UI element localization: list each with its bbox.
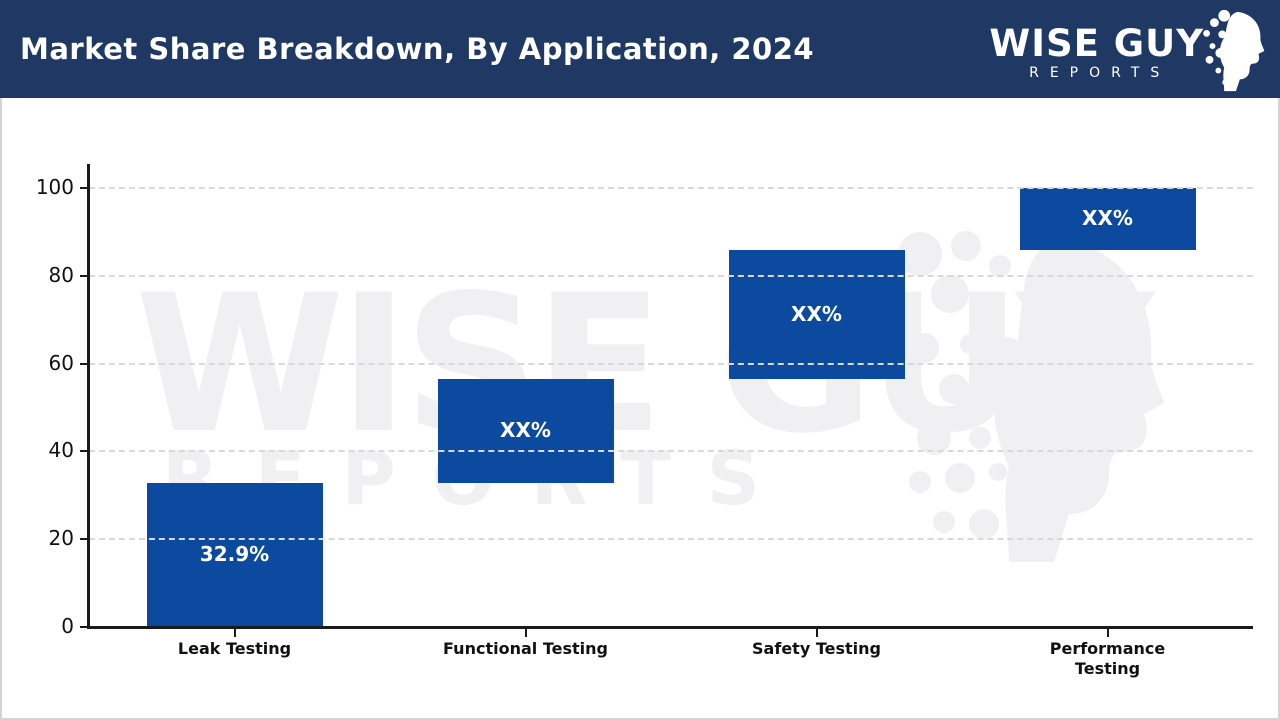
y-tick-label: 0 [61, 614, 74, 638]
bar [1019, 188, 1196, 250]
logo-wordmark: WISE GUY [989, 21, 1204, 65]
logo-text: WISE GUY REPORTS [989, 21, 1204, 81]
gridline [89, 362, 1253, 365]
y-tick-label: 40 [48, 438, 74, 463]
y-tick-label: 60 [48, 350, 74, 375]
x-axis [87, 626, 1253, 629]
y-tick-label: 20 [48, 526, 74, 551]
x-category-label: Leak Testing [177, 639, 292, 658]
x-category-label: Performance Testing [1049, 639, 1166, 678]
bar-value-label: XX% [1082, 205, 1133, 230]
gridline [89, 187, 1253, 189]
y-tick-mark [80, 187, 89, 189]
bar-value-label: XX% [791, 301, 842, 326]
gridline [89, 450, 1253, 453]
x-tick-mark [815, 628, 818, 637]
wise-guy-logo: WISE GUY REPORTS [989, 6, 1268, 98]
gridline [89, 538, 1253, 541]
y-axis [87, 164, 90, 628]
y-tick-mark [80, 274, 89, 277]
y-tick-mark [80, 626, 89, 628]
watermark-dotted-head-icon [888, 222, 1178, 576]
bar-value-label: 32.9% [199, 541, 270, 566]
y-tick-label: 80 [48, 262, 74, 287]
bar [146, 482, 323, 627]
header-bar: Market Share Breakdown, By Application, … [0, 0, 1280, 98]
dotted-head-logo-icon [1198, 6, 1268, 98]
chart-title: Market Share Breakdown, By Application, … [20, 32, 815, 66]
y-tick-label: 100 [35, 175, 74, 199]
bar [437, 379, 614, 483]
gridline [89, 274, 1253, 277]
x-tick-mark [524, 628, 527, 637]
bar [728, 249, 905, 380]
logo-subtitle: REPORTS [1029, 64, 1171, 81]
x-tick-mark [1106, 628, 1109, 637]
y-tick-mark [80, 538, 89, 541]
x-category-label: Safety Testing [752, 639, 881, 658]
y-tick-mark [80, 362, 89, 365]
x-category-label: Functional Testing [443, 639, 608, 658]
bar-value-label: XX% [500, 417, 551, 442]
y-tick-mark [80, 450, 89, 453]
x-tick-mark [233, 628, 236, 637]
